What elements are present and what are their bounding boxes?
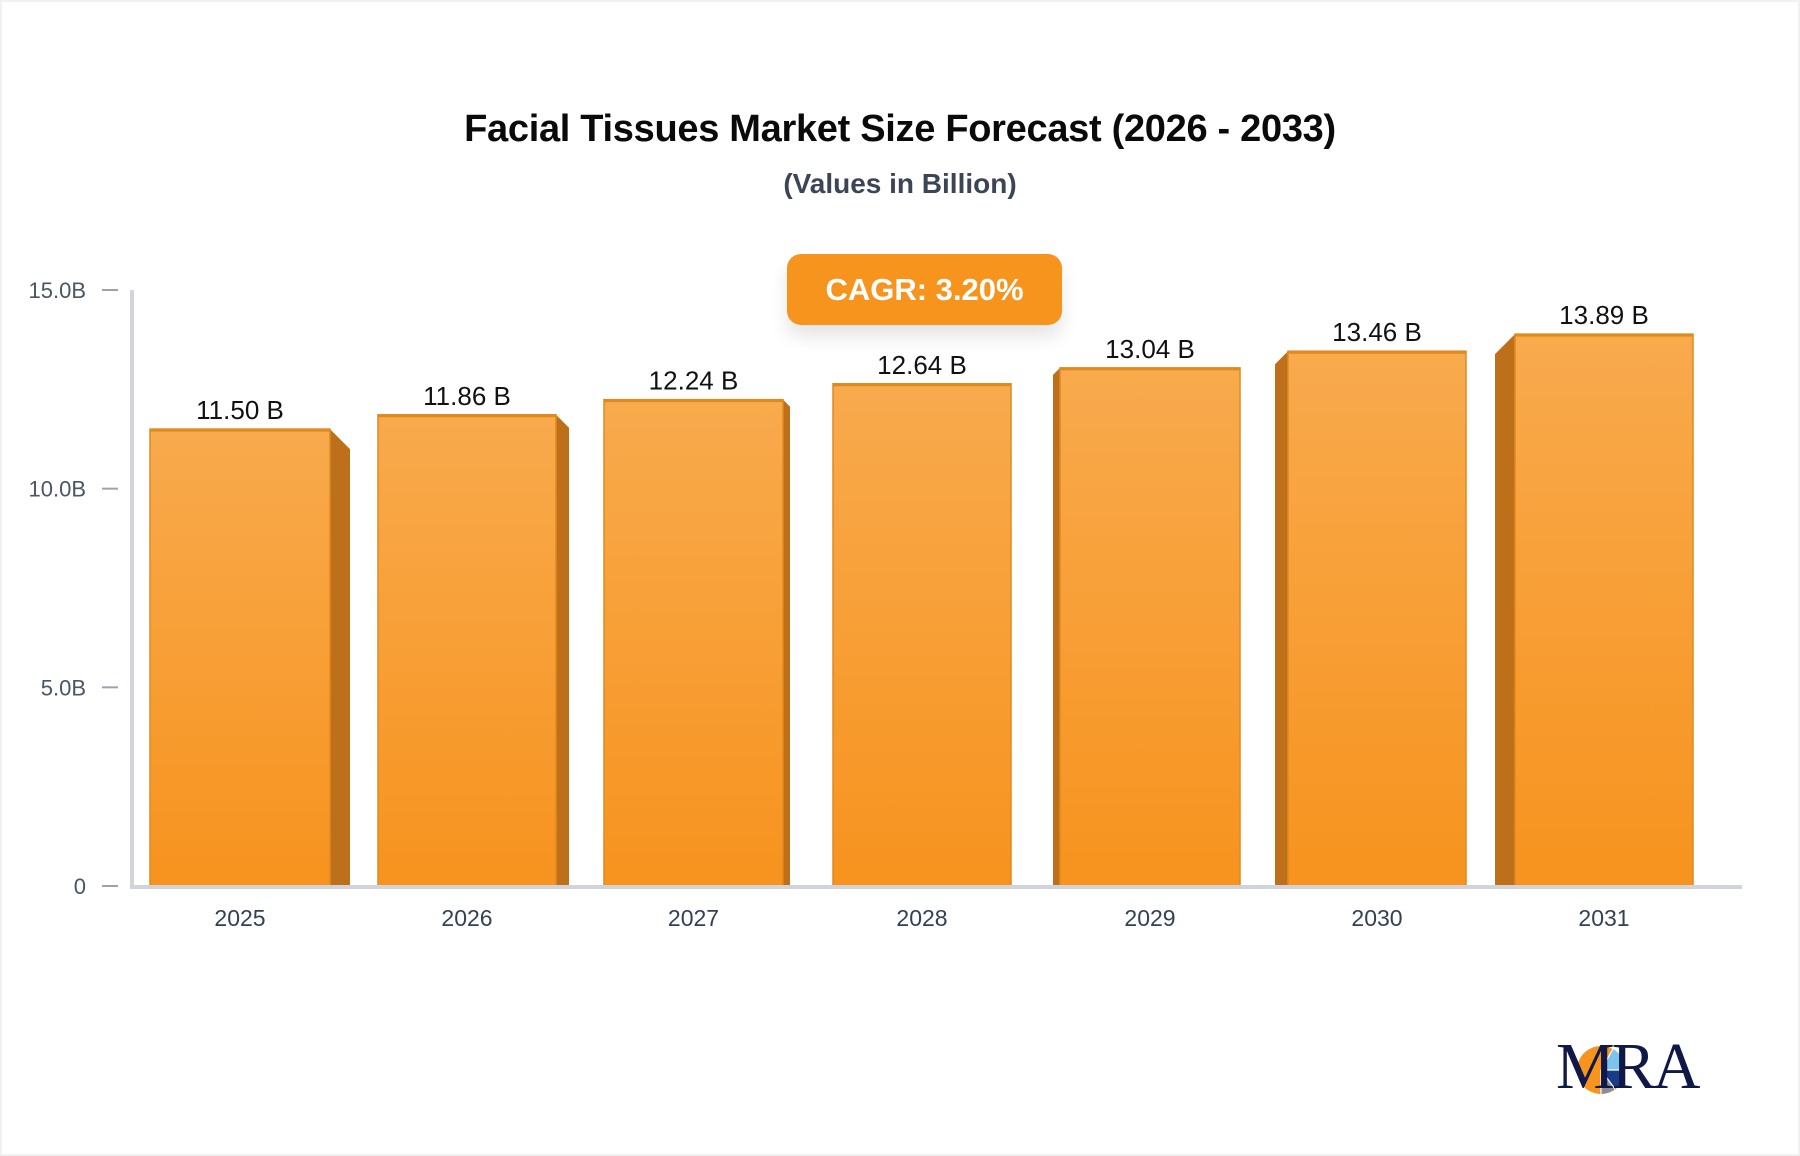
bar-front-face xyxy=(1514,333,1694,887)
bar-2030: 13.46 B xyxy=(1275,317,1467,887)
bar-front-face xyxy=(1059,367,1241,887)
y-tick-label: 5.0B xyxy=(41,675,86,700)
x-tick-label: 2031 xyxy=(1578,905,1629,931)
x-tick-label: 2028 xyxy=(896,905,947,931)
x-tick-label: 2029 xyxy=(1124,905,1175,931)
bar-2028: 12.64 B xyxy=(832,350,1012,887)
bar-front-face xyxy=(832,383,1012,887)
bar-side-face xyxy=(783,399,790,886)
cagr-badge: CAGR: 3.20% xyxy=(787,254,1062,325)
bars: 11.50 B 11.86 B 12.24 B 12.64 B 13.04 B 13.46… xyxy=(149,300,1694,887)
bar-value-label: 13.89 B xyxy=(1559,300,1649,330)
bar-2031: 13.89 B xyxy=(1495,300,1694,887)
bar-2026: 11.86 B xyxy=(377,381,569,887)
bar-2027: 12.24 B xyxy=(603,366,790,887)
bar-front-face xyxy=(1287,350,1467,887)
pie-chart-icon xyxy=(1577,1046,1626,1094)
bar-side-face xyxy=(330,429,350,886)
bar-value-label: 11.86 B xyxy=(423,381,511,411)
bar-side-face xyxy=(1053,367,1060,886)
chart-subtitle: (Values in Billion) xyxy=(783,168,1017,199)
bar-side-face xyxy=(1275,351,1288,886)
x-labels: 2025 2026 2027 2028 2029 2030 2031 xyxy=(214,905,1629,931)
bar-front-face xyxy=(377,414,557,887)
bar-value-label: 11.50 B xyxy=(196,395,284,425)
bar-front-face xyxy=(149,428,331,887)
bar-value-label: 12.24 B xyxy=(649,366,739,396)
bar-2025: 11.50 B xyxy=(149,395,350,887)
bar-side-face xyxy=(1495,334,1515,886)
x-tick-label: 2027 xyxy=(668,905,719,931)
bar-value-label: 13.04 B xyxy=(1105,334,1195,364)
x-tick-label: 2025 xyxy=(214,905,265,931)
y-tick-label: 10.0B xyxy=(29,477,87,502)
x-tick-label: 2030 xyxy=(1351,905,1402,931)
x-tick-label: 2026 xyxy=(441,905,492,931)
y-ticks: 0 5.0B 10.0B 15.0B xyxy=(29,278,118,899)
bar-side-face xyxy=(556,414,569,886)
y-tick-label: 15.0B xyxy=(29,278,87,303)
bar-front-face xyxy=(603,398,784,887)
y-tick-label: 0 xyxy=(74,874,86,899)
bar-value-label: 13.46 B xyxy=(1332,317,1422,347)
logo-text: MRA xyxy=(1556,1030,1700,1103)
bar-2029: 13.04 B xyxy=(1053,334,1241,887)
bar-value-label: 12.64 B xyxy=(877,350,967,380)
chart-title: Facial Tissues Market Size Forecast (202… xyxy=(464,108,1336,150)
